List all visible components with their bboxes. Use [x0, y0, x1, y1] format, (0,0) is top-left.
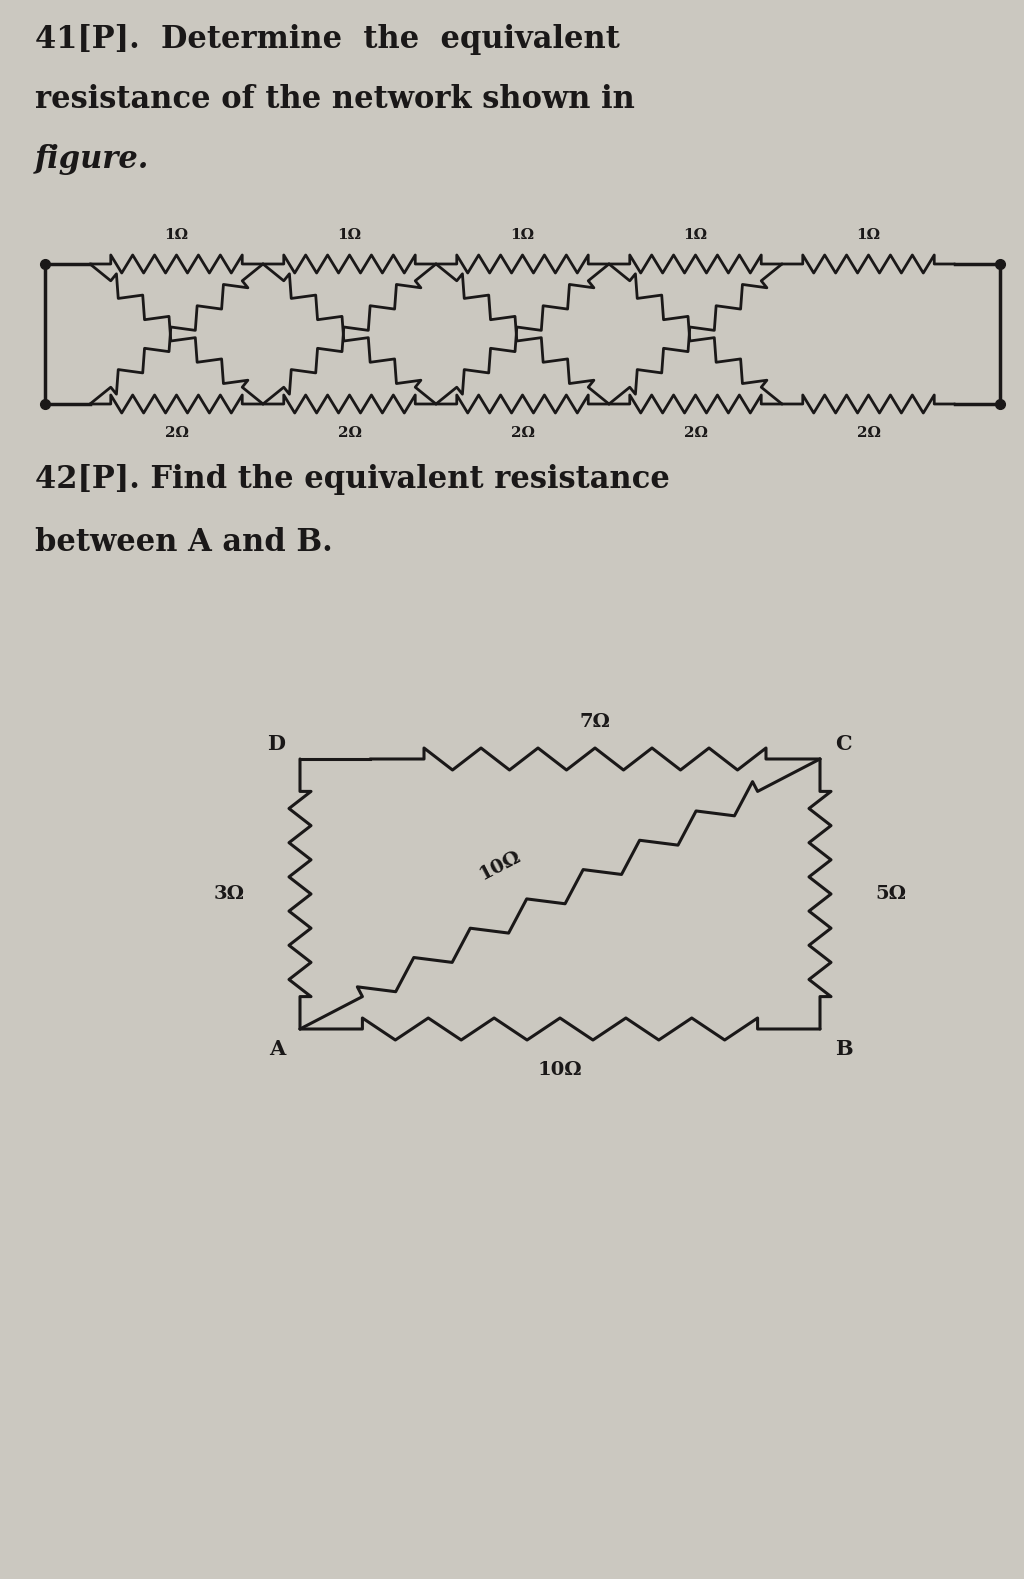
Text: 10Ω: 10Ω — [476, 848, 524, 884]
Text: 1Ω: 1Ω — [856, 227, 881, 242]
Text: 41[P].  Determine  the  equivalent: 41[P]. Determine the equivalent — [35, 24, 620, 55]
Text: 1Ω: 1Ω — [165, 227, 188, 242]
Text: C: C — [835, 734, 852, 755]
Text: between A and B.: between A and B. — [35, 527, 333, 557]
Text: 10Ω: 10Ω — [538, 1061, 583, 1078]
Text: 2Ω: 2Ω — [338, 426, 361, 441]
Text: B: B — [835, 1039, 853, 1060]
Text: 2Ω: 2Ω — [684, 426, 708, 441]
Text: A: A — [268, 1039, 285, 1060]
Text: 2Ω: 2Ω — [165, 426, 188, 441]
Text: 42[P]. Find the equivalent resistance: 42[P]. Find the equivalent resistance — [35, 464, 670, 494]
Text: 3Ω: 3Ω — [214, 884, 245, 903]
Text: D: D — [267, 734, 285, 755]
Text: 1Ω: 1Ω — [511, 227, 535, 242]
Text: 1Ω: 1Ω — [683, 227, 708, 242]
Text: 1Ω: 1Ω — [338, 227, 361, 242]
Text: 7Ω: 7Ω — [580, 714, 610, 731]
Text: 2Ω: 2Ω — [856, 426, 881, 441]
Text: 5Ω: 5Ω — [874, 884, 906, 903]
Text: 2Ω: 2Ω — [511, 426, 535, 441]
Text: figure.: figure. — [35, 144, 150, 175]
Text: resistance of the network shown in: resistance of the network shown in — [35, 84, 635, 115]
